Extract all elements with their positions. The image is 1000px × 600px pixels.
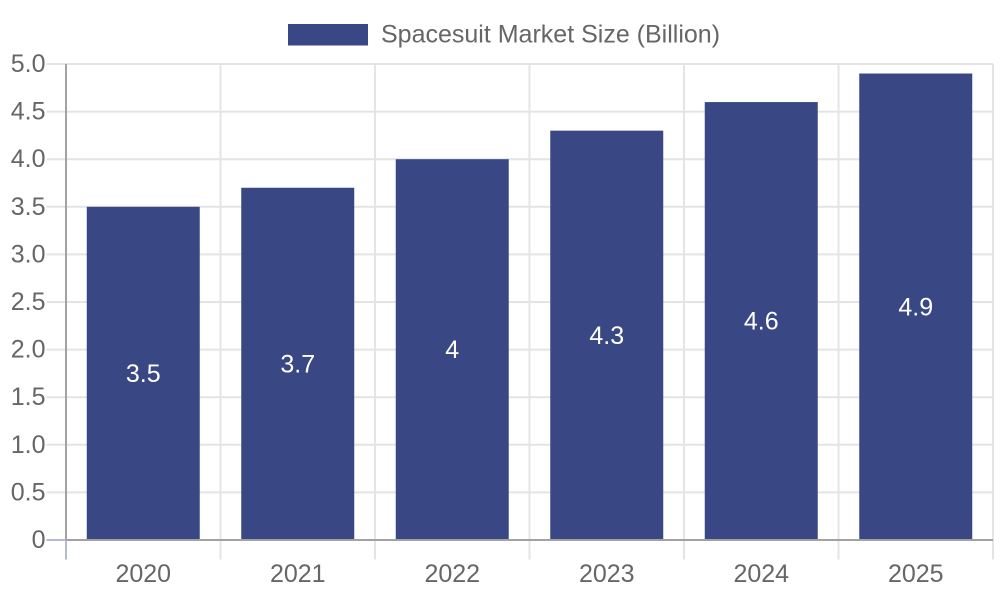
svg-text:4.6: 4.6 [744, 308, 779, 336]
svg-text:4.3: 4.3 [589, 322, 624, 350]
svg-text:2020: 2020 [115, 560, 171, 588]
svg-text:4.0: 4.0 [11, 145, 46, 173]
svg-text:3.5: 3.5 [11, 193, 46, 221]
svg-text:2025: 2025 [888, 560, 944, 588]
svg-text:3.7: 3.7 [280, 350, 315, 378]
svg-text:4: 4 [445, 336, 459, 364]
svg-text:2023: 2023 [579, 560, 635, 588]
svg-text:4.5: 4.5 [11, 98, 46, 126]
svg-text:3.0: 3.0 [11, 240, 46, 268]
svg-text:5.0: 5.0 [11, 50, 46, 78]
svg-text:3.5: 3.5 [126, 360, 161, 388]
svg-text:2022: 2022 [424, 560, 480, 588]
svg-text:1.0: 1.0 [11, 431, 46, 459]
svg-text:1.5: 1.5 [11, 383, 46, 411]
svg-text:2.5: 2.5 [11, 288, 46, 316]
svg-text:0.5: 0.5 [11, 478, 46, 506]
svg-text:2021: 2021 [270, 560, 326, 588]
svg-text:0: 0 [32, 526, 46, 554]
svg-text:2.0: 2.0 [11, 336, 46, 364]
svg-text:2024: 2024 [733, 560, 789, 588]
svg-text:Spacesuit Market Size (Billion: Spacesuit Market Size (Billion) [381, 21, 720, 49]
svg-text:4.9: 4.9 [898, 293, 933, 321]
